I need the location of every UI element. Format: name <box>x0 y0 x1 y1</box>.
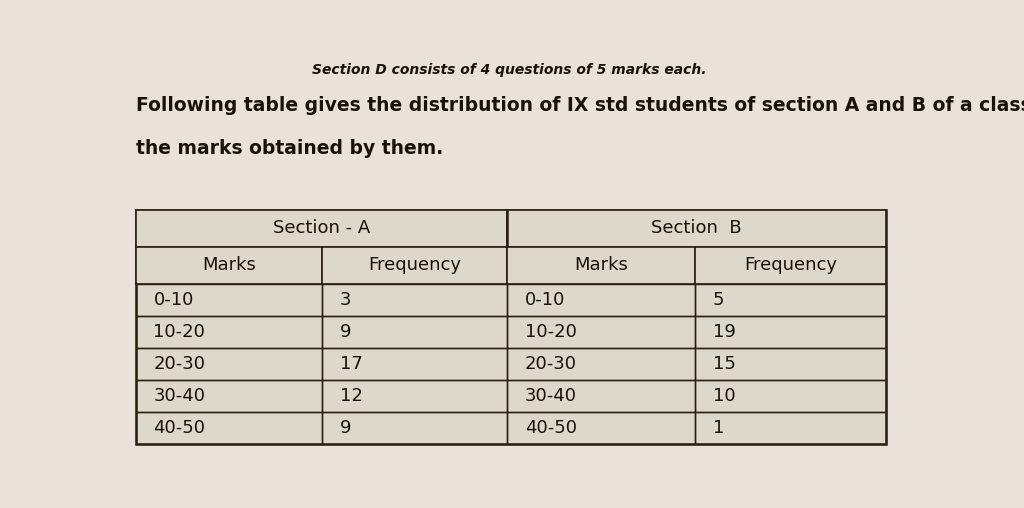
Text: Frequency: Frequency <box>369 257 462 274</box>
Bar <box>323 284 507 316</box>
Bar <box>695 284 886 316</box>
Text: 1: 1 <box>713 419 724 437</box>
Text: 0-10: 0-10 <box>524 291 565 309</box>
Text: 10-20: 10-20 <box>524 323 577 341</box>
Text: 15: 15 <box>713 355 736 373</box>
Text: Marks: Marks <box>574 257 629 274</box>
Bar <box>695 380 886 412</box>
Text: 12: 12 <box>340 387 362 405</box>
Bar <box>507 316 695 348</box>
Bar <box>507 348 695 380</box>
Bar <box>323 348 507 380</box>
Bar <box>136 348 323 380</box>
Bar <box>507 210 886 247</box>
Bar <box>695 348 886 380</box>
Bar <box>507 247 695 284</box>
Text: Following table gives the distribution of IX std students of section A and B of : Following table gives the distribution o… <box>136 96 1024 115</box>
Bar <box>136 210 507 247</box>
Text: 19: 19 <box>713 323 736 341</box>
Text: 5: 5 <box>713 291 724 309</box>
Bar <box>695 247 886 284</box>
Bar <box>136 412 323 444</box>
Bar <box>507 284 695 316</box>
Bar <box>136 284 323 316</box>
Text: Section - A: Section - A <box>273 219 371 237</box>
Bar <box>136 316 323 348</box>
Text: 0-10: 0-10 <box>154 291 194 309</box>
Text: 10: 10 <box>713 387 735 405</box>
Text: 10-20: 10-20 <box>154 323 205 341</box>
Text: 9: 9 <box>340 323 351 341</box>
Text: Section D consists of 4 questions of 5 marks each.: Section D consists of 4 questions of 5 m… <box>311 63 707 77</box>
Text: 40-50: 40-50 <box>154 419 206 437</box>
Text: Section  B: Section B <box>651 219 742 237</box>
Bar <box>136 210 886 444</box>
Bar <box>507 380 695 412</box>
Text: 3: 3 <box>340 291 351 309</box>
Bar <box>695 316 886 348</box>
Text: 9: 9 <box>340 419 351 437</box>
Text: 30-40: 30-40 <box>524 387 577 405</box>
Bar <box>323 412 507 444</box>
Text: 30-40: 30-40 <box>154 387 206 405</box>
Text: Frequency: Frequency <box>744 257 838 274</box>
Text: 20-30: 20-30 <box>524 355 577 373</box>
Text: the marks obtained by them.: the marks obtained by them. <box>136 139 443 158</box>
Bar <box>507 412 695 444</box>
Text: 20-30: 20-30 <box>154 355 206 373</box>
Bar <box>695 412 886 444</box>
Bar <box>323 247 507 284</box>
Bar <box>323 380 507 412</box>
Text: 17: 17 <box>340 355 362 373</box>
Bar <box>323 316 507 348</box>
Bar <box>136 247 323 284</box>
Text: Marks: Marks <box>203 257 256 274</box>
Text: 40-50: 40-50 <box>524 419 577 437</box>
Bar <box>136 380 323 412</box>
